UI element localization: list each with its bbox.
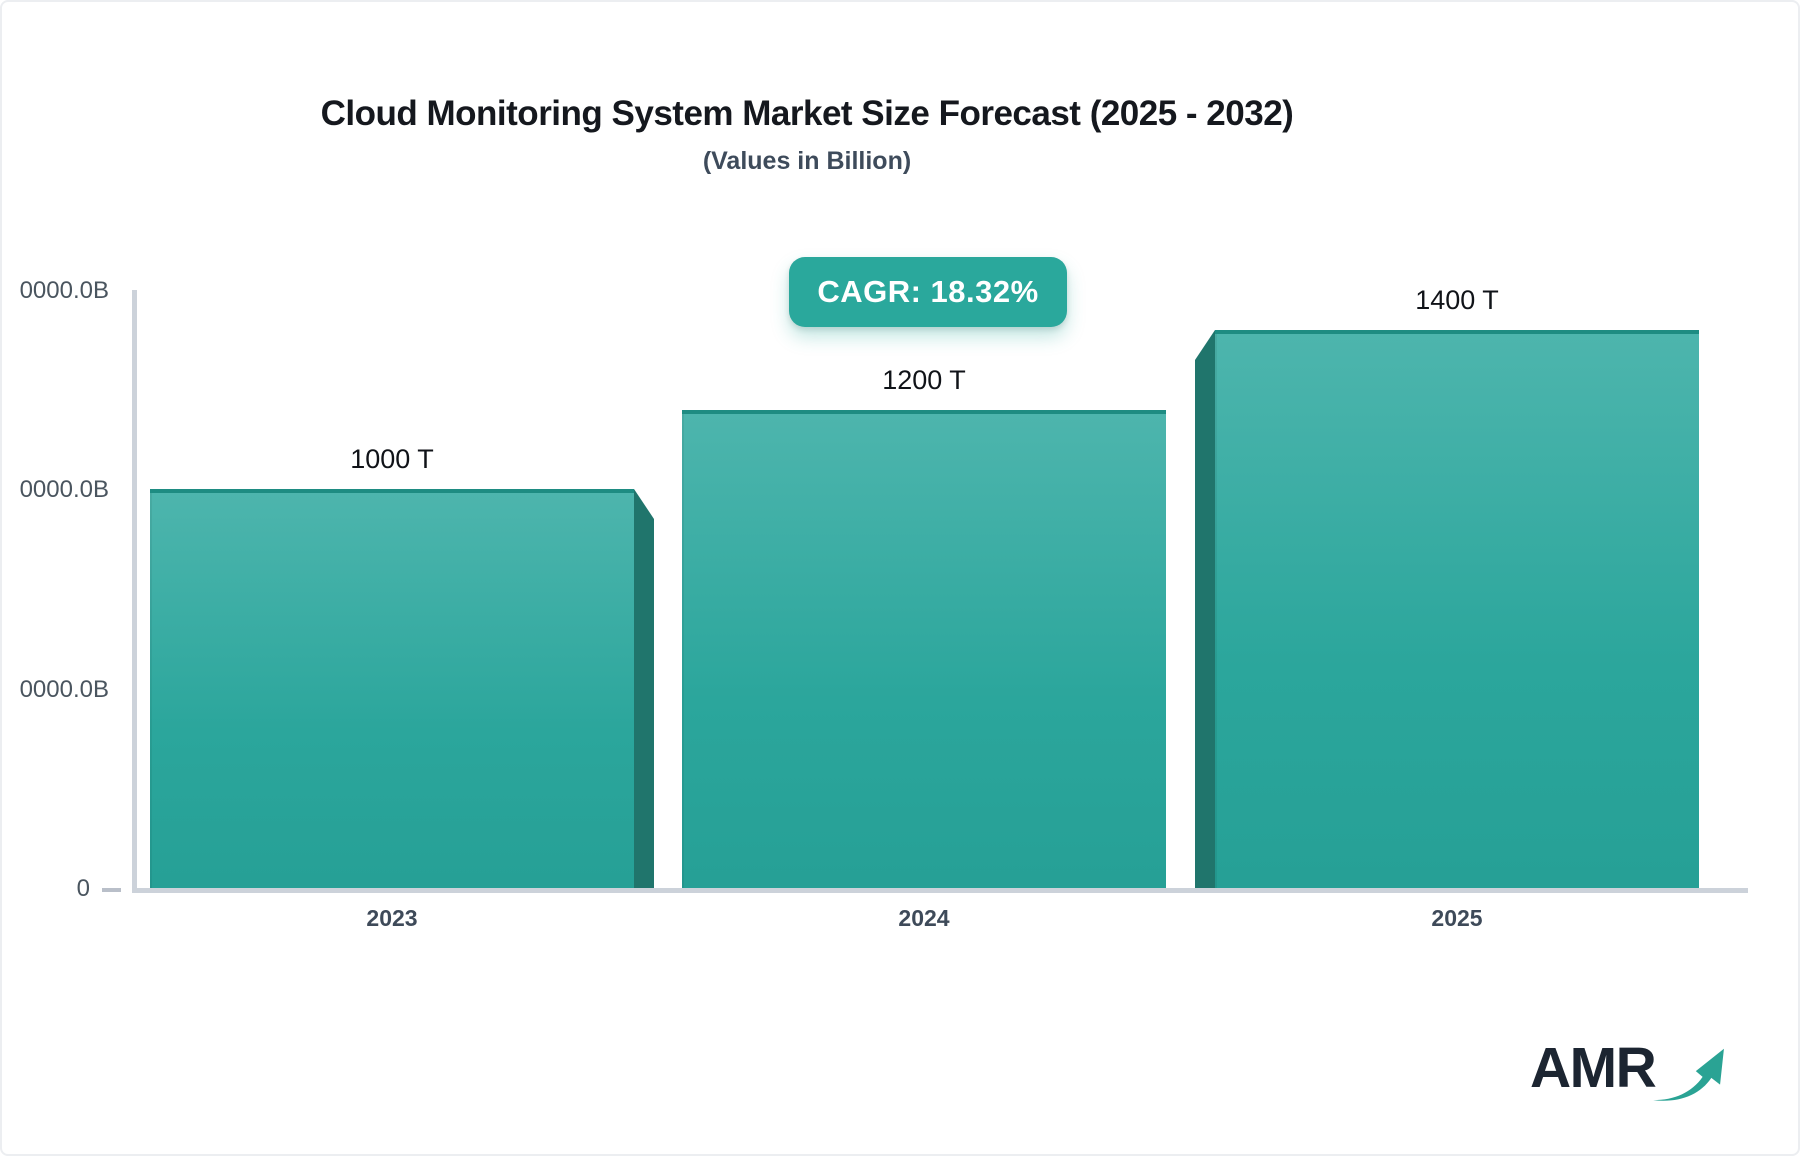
y-axis-tick-label: 0000.0B	[19, 675, 109, 703]
y-axis-tick-label: 0000.0B	[19, 276, 109, 304]
bar-2024	[682, 410, 1166, 888]
x-axis-label: 2025	[1431, 905, 1483, 931]
amr-logo-arrow-icon	[1653, 1048, 1725, 1101]
bar-2025	[1215, 330, 1699, 888]
x-axis-label: 2023	[366, 905, 418, 931]
amr-logo: AMR	[1530, 1040, 1729, 1106]
y-axis-tick-label: 0	[76, 875, 90, 902]
bar-value-label: 1000 T	[350, 444, 434, 474]
cagr-badge: CAGR: 18.32%	[789, 257, 1067, 327]
bar-value-label: 1400 T	[1415, 285, 1499, 315]
chart-title: Cloud Monitoring System Market Size Fore…	[320, 94, 1294, 133]
bar-side-3d	[634, 489, 654, 888]
x-axis-label: 2024	[898, 905, 950, 931]
chart-header: Cloud Monitoring System Market Size Fore…	[2, 94, 1612, 176]
y-axis-tick-label: 0000.0B	[19, 476, 109, 503]
y-axis-line	[132, 290, 137, 888]
bar-side-3d	[1195, 330, 1215, 888]
amr-logo-text: AMR	[1530, 1036, 1657, 1100]
chart-subtitle: (Values in Billion)	[702, 147, 912, 175]
bar-value-label: 1200 T	[882, 365, 966, 395]
bar-2023	[150, 489, 634, 888]
zero-tick-mark	[102, 888, 121, 892]
cagr-badge-label: CAGR: 18.32%	[817, 274, 1039, 309]
x-axis-line	[132, 888, 1748, 893]
